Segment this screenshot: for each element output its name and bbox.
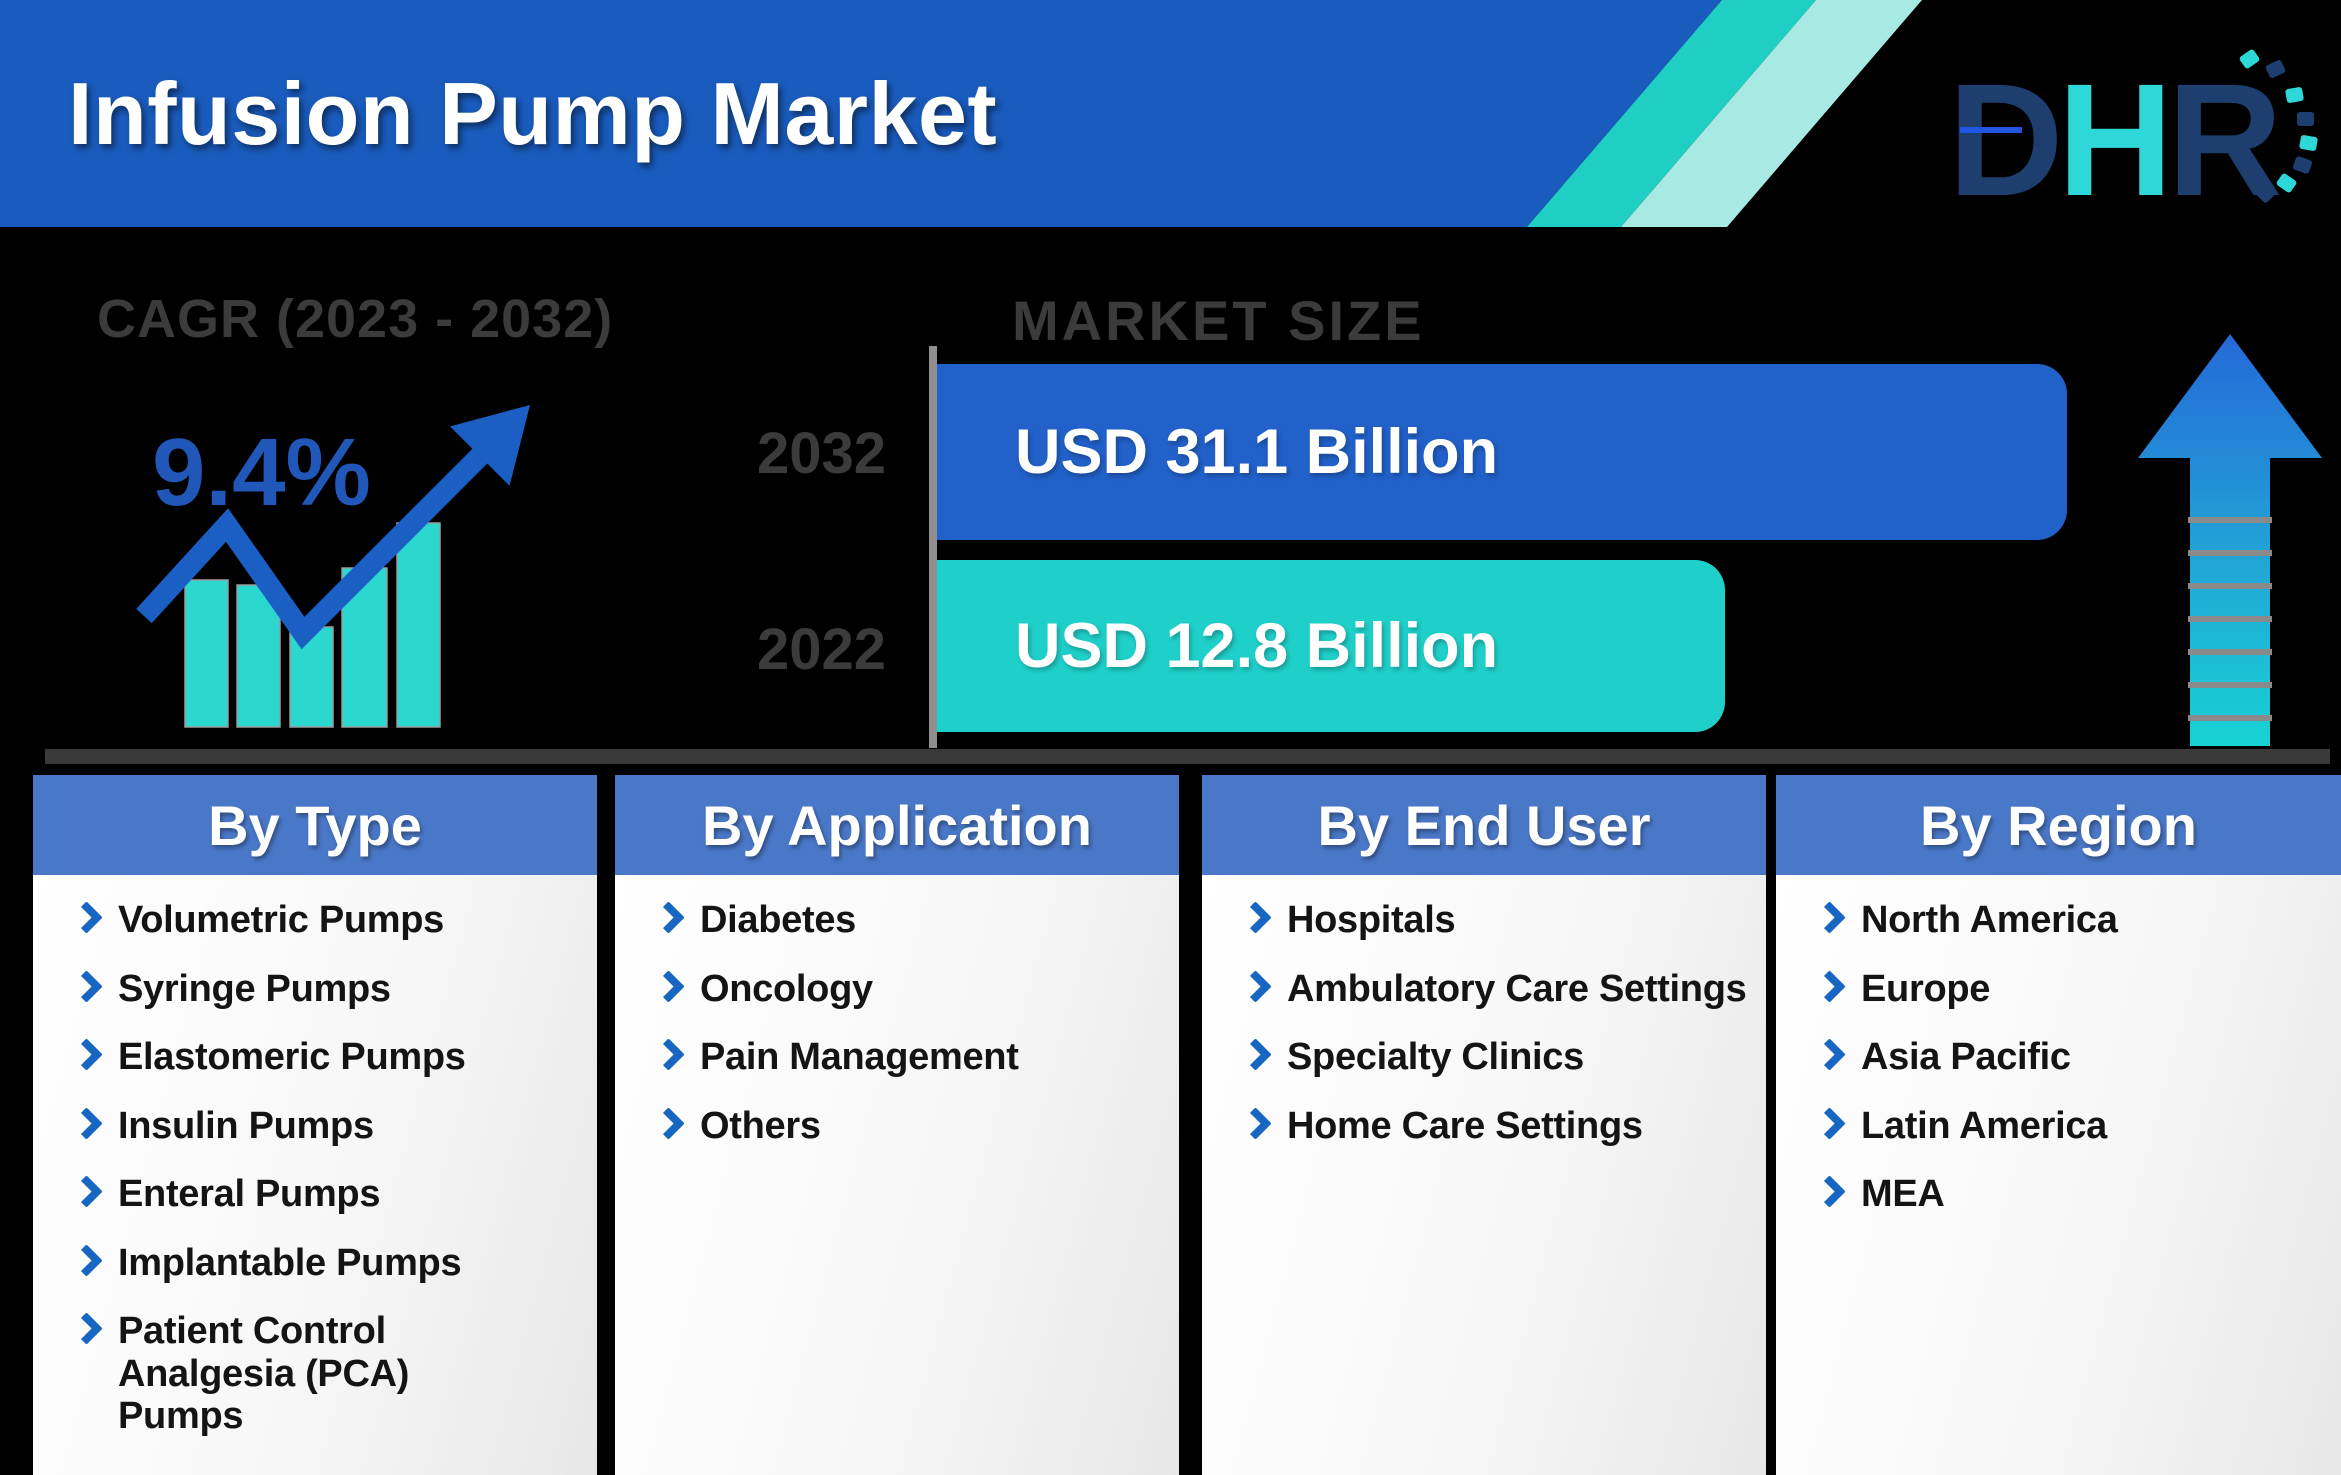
trend-bar: [289, 626, 334, 728]
growth-trend-chart: [136, 405, 530, 728]
chevron-right-icon: [70, 969, 103, 1003]
chevron-right-icon: [1813, 1106, 1846, 1140]
list-item: Others: [652, 1105, 1165, 1148]
chevron-right-icon: [1239, 901, 1272, 934]
logo-arc-dot: [2298, 134, 2319, 152]
cagr-value: 9.4%: [152, 419, 371, 526]
trend-line: [136, 443, 493, 650]
list-item: Insulin Pumps: [70, 1105, 583, 1148]
column-by-type: By Type Volumetric Pumps Syringe Pumps E…: [33, 775, 597, 1475]
market-size-value-2022: USD 12.8 Billion: [1015, 611, 1499, 681]
market-size-value-2032: USD 31.1 Billion: [1015, 417, 1499, 487]
column-body-by-type: Volumetric Pumps Syringe Pumps Elastomer…: [33, 875, 597, 1475]
chevron-right-icon: [652, 969, 685, 1003]
logo-letter-d: D: [1948, 50, 2064, 229]
up-arrow-icon: [2138, 334, 2322, 746]
header-light-stripe: [1621, 0, 1922, 227]
header-stripes-graphic: [0, 0, 1922, 227]
bar-axis-line: [929, 346, 937, 748]
list-item: Hospitals: [1239, 899, 1752, 942]
list-item: Implantable Pumps: [70, 1242, 583, 1285]
chevron-right-icon: [1813, 1175, 1846, 1208]
chevron-right-icon: [70, 1243, 103, 1277]
chevron-right-icon: [1813, 901, 1846, 934]
logo-letter-r: R: [2167, 50, 2283, 229]
chevron-right-icon: [652, 1106, 685, 1140]
list-item: Patient Control Analgesia (PCA) Pumps: [70, 1310, 583, 1438]
chevron-right-icon: [70, 1038, 103, 1071]
trend-bar: [236, 584, 281, 728]
list-item: Elastomeric Pumps: [70, 1036, 583, 1079]
cagr-label: CAGR (2023 - 2032): [97, 289, 614, 349]
chevron-right-icon: [1239, 969, 1272, 1003]
column-header-by-end-user: By End User: [1202, 775, 1766, 875]
chevron-right-icon: [70, 1312, 103, 1346]
list-item: Latin America: [1813, 1105, 2327, 1148]
column-body-by-region: North America Europe Asia Pacific Latin …: [1776, 875, 2341, 1475]
header-blue-band: [0, 0, 1722, 227]
trend-bar: [184, 579, 229, 728]
list-item: North America: [1813, 899, 2327, 942]
column-header-by-type: By Type: [33, 775, 597, 875]
list-item: Syringe Pumps: [70, 968, 583, 1011]
year-label-2032: 2032: [756, 421, 886, 486]
trend-bar: [396, 522, 441, 728]
column-by-region: By Region North America Europe Asia Paci…: [1776, 775, 2341, 1475]
chevron-right-icon: [1813, 1038, 1846, 1071]
logo-arc-dot: [2297, 112, 2314, 126]
header-teal-stripe: [1527, 0, 1816, 227]
header-banner: Infusion Pump Market DHR: [0, 0, 2341, 227]
dhr-logo: DHR: [1948, 48, 2341, 229]
list-item: Enteral Pumps: [70, 1173, 583, 1216]
column-body-by-application: Diabetes Oncology Pain Management Others: [615, 875, 1179, 1475]
dhr-logo-text: DHR: [1948, 50, 2283, 229]
column-header-by-application: By Application: [615, 775, 1179, 875]
up-arrow-body: [2138, 334, 2322, 746]
list-item: Home Care Settings: [1239, 1105, 1752, 1148]
chevron-right-icon: [652, 1038, 685, 1071]
list-item: Volumetric Pumps: [70, 899, 583, 942]
chevron-right-icon: [70, 901, 103, 934]
column-body-by-end-user: Hospitals Ambulatory Care Settings Speci…: [1202, 875, 1766, 1475]
section-divider: [45, 749, 2330, 764]
list-item: Europe: [1813, 968, 2327, 1011]
chevron-right-icon: [70, 1106, 103, 1140]
chevron-right-icon: [1239, 1038, 1272, 1071]
column-by-end-user: By End User Hospitals Ambulatory Care Se…: [1202, 775, 1766, 1475]
logo-arc-dot: [2292, 155, 2313, 175]
list-item: Oncology: [652, 968, 1165, 1011]
logo-accent-line: [1960, 127, 2022, 133]
list-item: Ambulatory Care Settings: [1239, 968, 1752, 1011]
chevron-right-icon: [652, 901, 685, 934]
logo-arc-dot: [2275, 172, 2298, 194]
list-item: MEA: [1813, 1173, 2327, 1216]
logo-arc-dot: [2284, 86, 2305, 104]
list-item: Specialty Clinics: [1239, 1036, 1752, 1079]
list-item: Pain Management: [652, 1036, 1165, 1079]
trend-arrowhead-icon: [450, 405, 530, 486]
market-size-bar-2022: USD 12.8 Billion: [937, 560, 1725, 732]
market-size-bar-2032: USD 31.1 Billion: [937, 364, 2067, 540]
list-item: Diabetes: [652, 899, 1165, 942]
market-size-label: MARKET SIZE: [1012, 289, 1425, 352]
year-label-2022: 2022: [756, 617, 886, 682]
list-item: Asia Pacific: [1813, 1036, 2327, 1079]
chevron-right-icon: [70, 1175, 103, 1208]
chevron-right-icon: [1813, 969, 1846, 1003]
chevron-right-icon: [1239, 1106, 1272, 1140]
page-title: Infusion Pump Market: [68, 63, 998, 163]
logo-letter-h: H: [2057, 50, 2174, 229]
column-by-application: By Application Diabetes Oncology Pain Ma…: [615, 775, 1179, 1475]
column-header-by-region: By Region: [1776, 775, 2341, 875]
